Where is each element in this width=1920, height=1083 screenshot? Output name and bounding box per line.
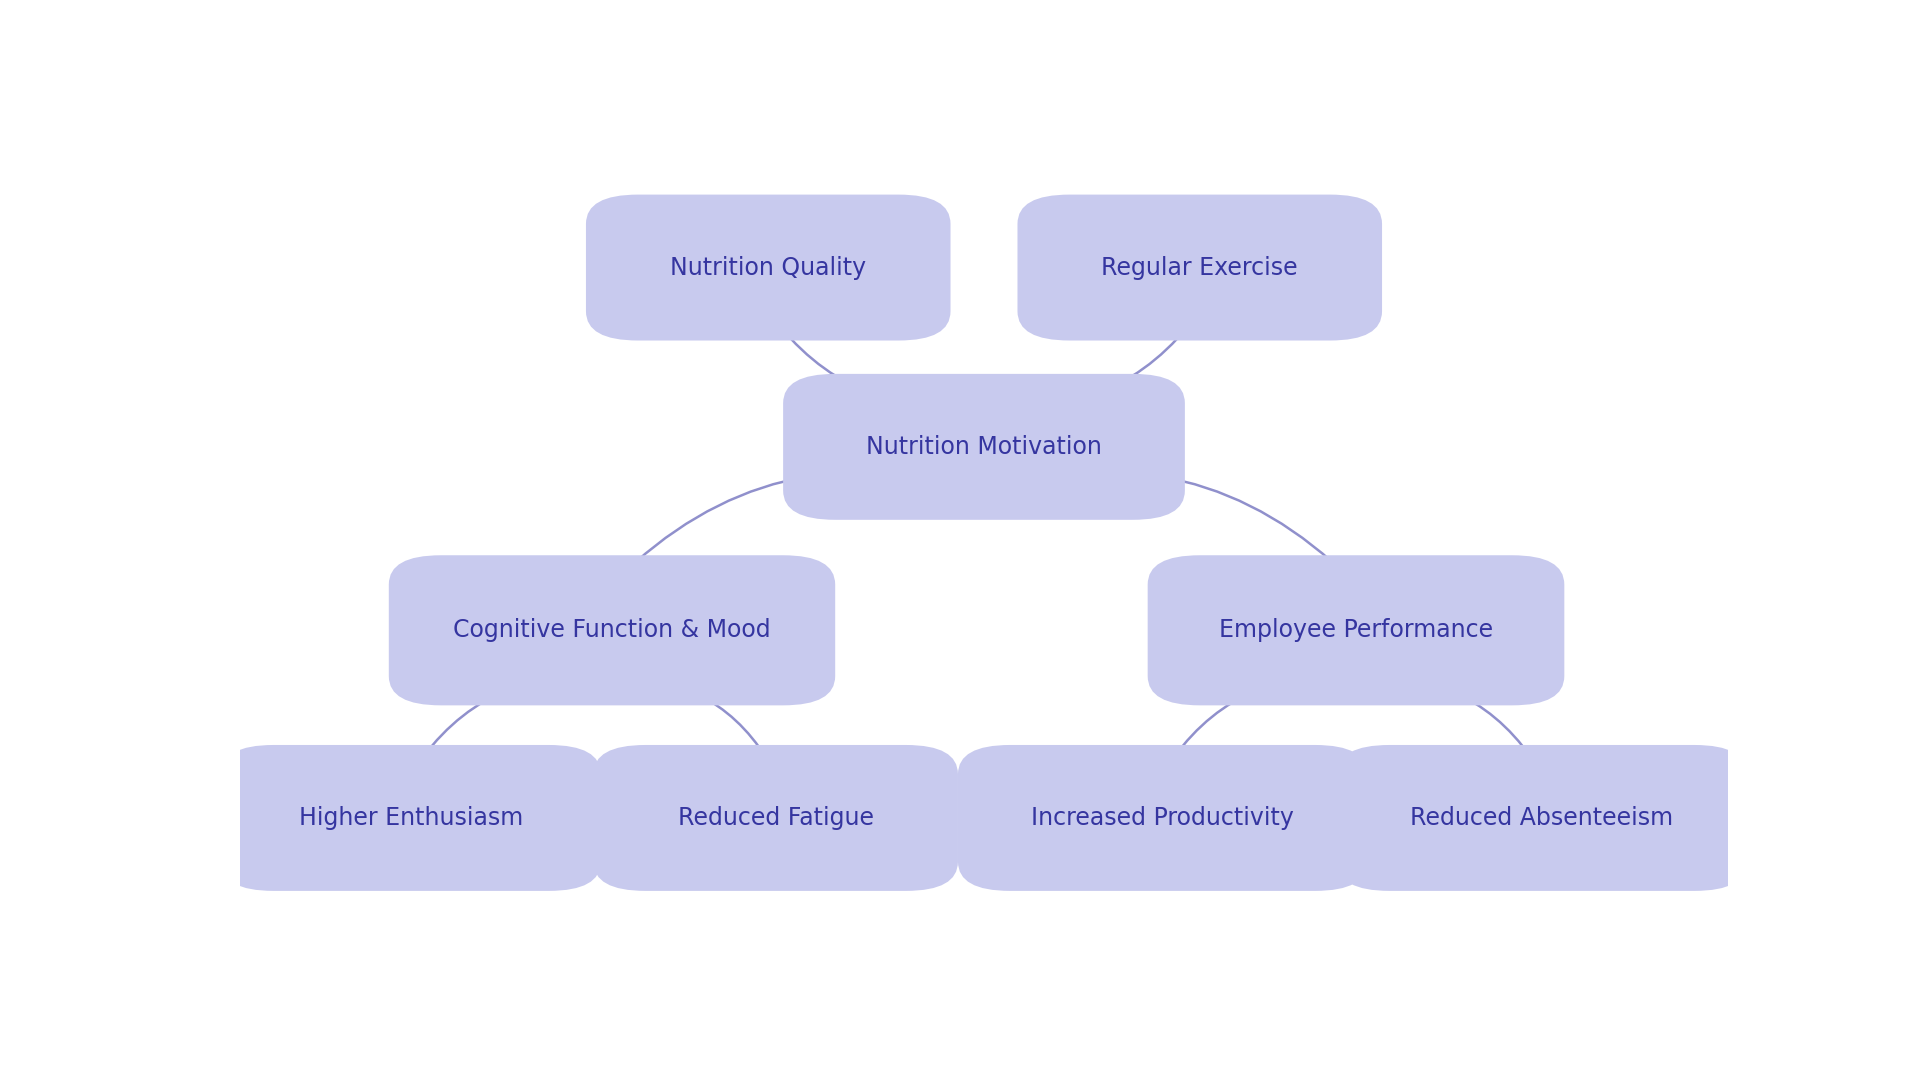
Text: Higher Enthusiasm: Higher Enthusiasm [300,806,524,830]
Text: Reduced Absenteeism: Reduced Absenteeism [1411,806,1674,830]
Text: Nutrition Quality: Nutrition Quality [670,256,866,279]
FancyBboxPatch shape [388,556,835,705]
FancyBboxPatch shape [586,195,950,340]
FancyBboxPatch shape [958,745,1367,891]
Text: Reduced Fatigue: Reduced Fatigue [678,806,874,830]
FancyBboxPatch shape [1338,745,1747,891]
Text: Cognitive Function & Mood: Cognitive Function & Mood [453,618,770,642]
Text: Increased Productivity: Increased Productivity [1031,806,1294,830]
FancyBboxPatch shape [783,374,1185,520]
FancyBboxPatch shape [593,745,958,891]
FancyBboxPatch shape [1018,195,1382,340]
Text: Regular Exercise: Regular Exercise [1102,256,1298,279]
Text: Nutrition Motivation: Nutrition Motivation [866,435,1102,459]
Text: Employee Performance: Employee Performance [1219,618,1494,642]
FancyBboxPatch shape [221,745,601,891]
FancyBboxPatch shape [1148,556,1565,705]
